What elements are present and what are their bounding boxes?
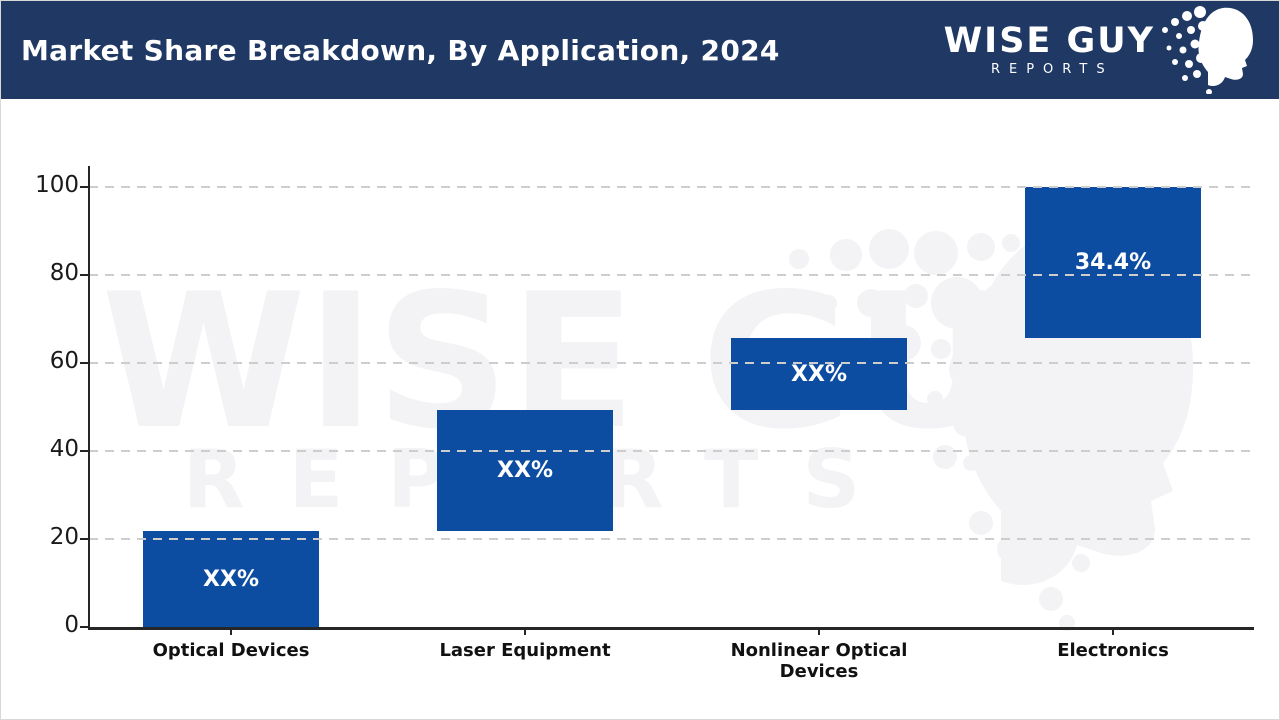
x-axis-category-label: Optical Devices bbox=[152, 640, 310, 661]
bar-optical-devices: XX% bbox=[143, 531, 319, 627]
gridline bbox=[89, 538, 1254, 540]
brand-subname: REPORTS bbox=[990, 62, 1114, 77]
brand-logo-text: WISE GUY REPORTS bbox=[943, 21, 1155, 77]
bar-value-label: 34.4% bbox=[1074, 250, 1152, 276]
x-axis-category-label: Electronics bbox=[1057, 640, 1169, 661]
x-axis-tick-mark bbox=[230, 628, 232, 635]
y-axis-tick-label: 100 bbox=[35, 172, 79, 198]
brand-logo: WISE GUY REPORTS bbox=[944, 2, 1255, 98]
bar-electronics: 34.4% bbox=[1025, 187, 1201, 339]
y-axis-tick-mark bbox=[80, 274, 88, 276]
y-axis-tick-label: 40 bbox=[49, 436, 79, 462]
brand-name: WISE GUY bbox=[943, 21, 1155, 61]
x-axis-category-label: Laser Equipment bbox=[439, 640, 611, 661]
bar-value-label: XX% bbox=[203, 566, 259, 592]
gridline bbox=[89, 450, 1254, 452]
bar-laser-equipment: XX% bbox=[437, 410, 613, 532]
x-axis-line bbox=[88, 627, 1254, 630]
gridline bbox=[89, 362, 1254, 364]
page-title: Market Share Breakdown, By Application, … bbox=[21, 33, 780, 67]
y-axis-tick-label: 60 bbox=[49, 348, 79, 374]
gridline bbox=[89, 186, 1254, 188]
gridline bbox=[89, 274, 1254, 276]
y-axis-tick-label: 0 bbox=[64, 612, 79, 638]
bar-value-label: XX% bbox=[791, 361, 847, 387]
y-axis-tick-mark bbox=[80, 186, 88, 188]
x-axis-category-label: Nonlinear Optical Devices bbox=[730, 640, 908, 682]
x-axis-tick-mark bbox=[524, 628, 526, 635]
y-axis-tick-label: 80 bbox=[49, 260, 79, 286]
y-axis-tick-mark bbox=[80, 626, 88, 628]
bar-value-label: XX% bbox=[497, 458, 553, 484]
x-axis-tick-mark bbox=[818, 628, 820, 635]
y-axis-line bbox=[88, 166, 90, 630]
dotted-face-icon bbox=[1157, 2, 1255, 98]
header-bar: Market Share Breakdown, By Application, … bbox=[1, 1, 1279, 99]
y-axis-tick-mark bbox=[80, 450, 88, 452]
x-axis-tick-mark bbox=[1112, 628, 1114, 635]
bar-nonlinear-optical-devices: XX% bbox=[731, 338, 907, 411]
y-axis-tick-mark bbox=[80, 362, 88, 364]
y-axis-tick-mark bbox=[80, 538, 88, 540]
y-axis-tick-label: 20 bbox=[49, 524, 79, 550]
